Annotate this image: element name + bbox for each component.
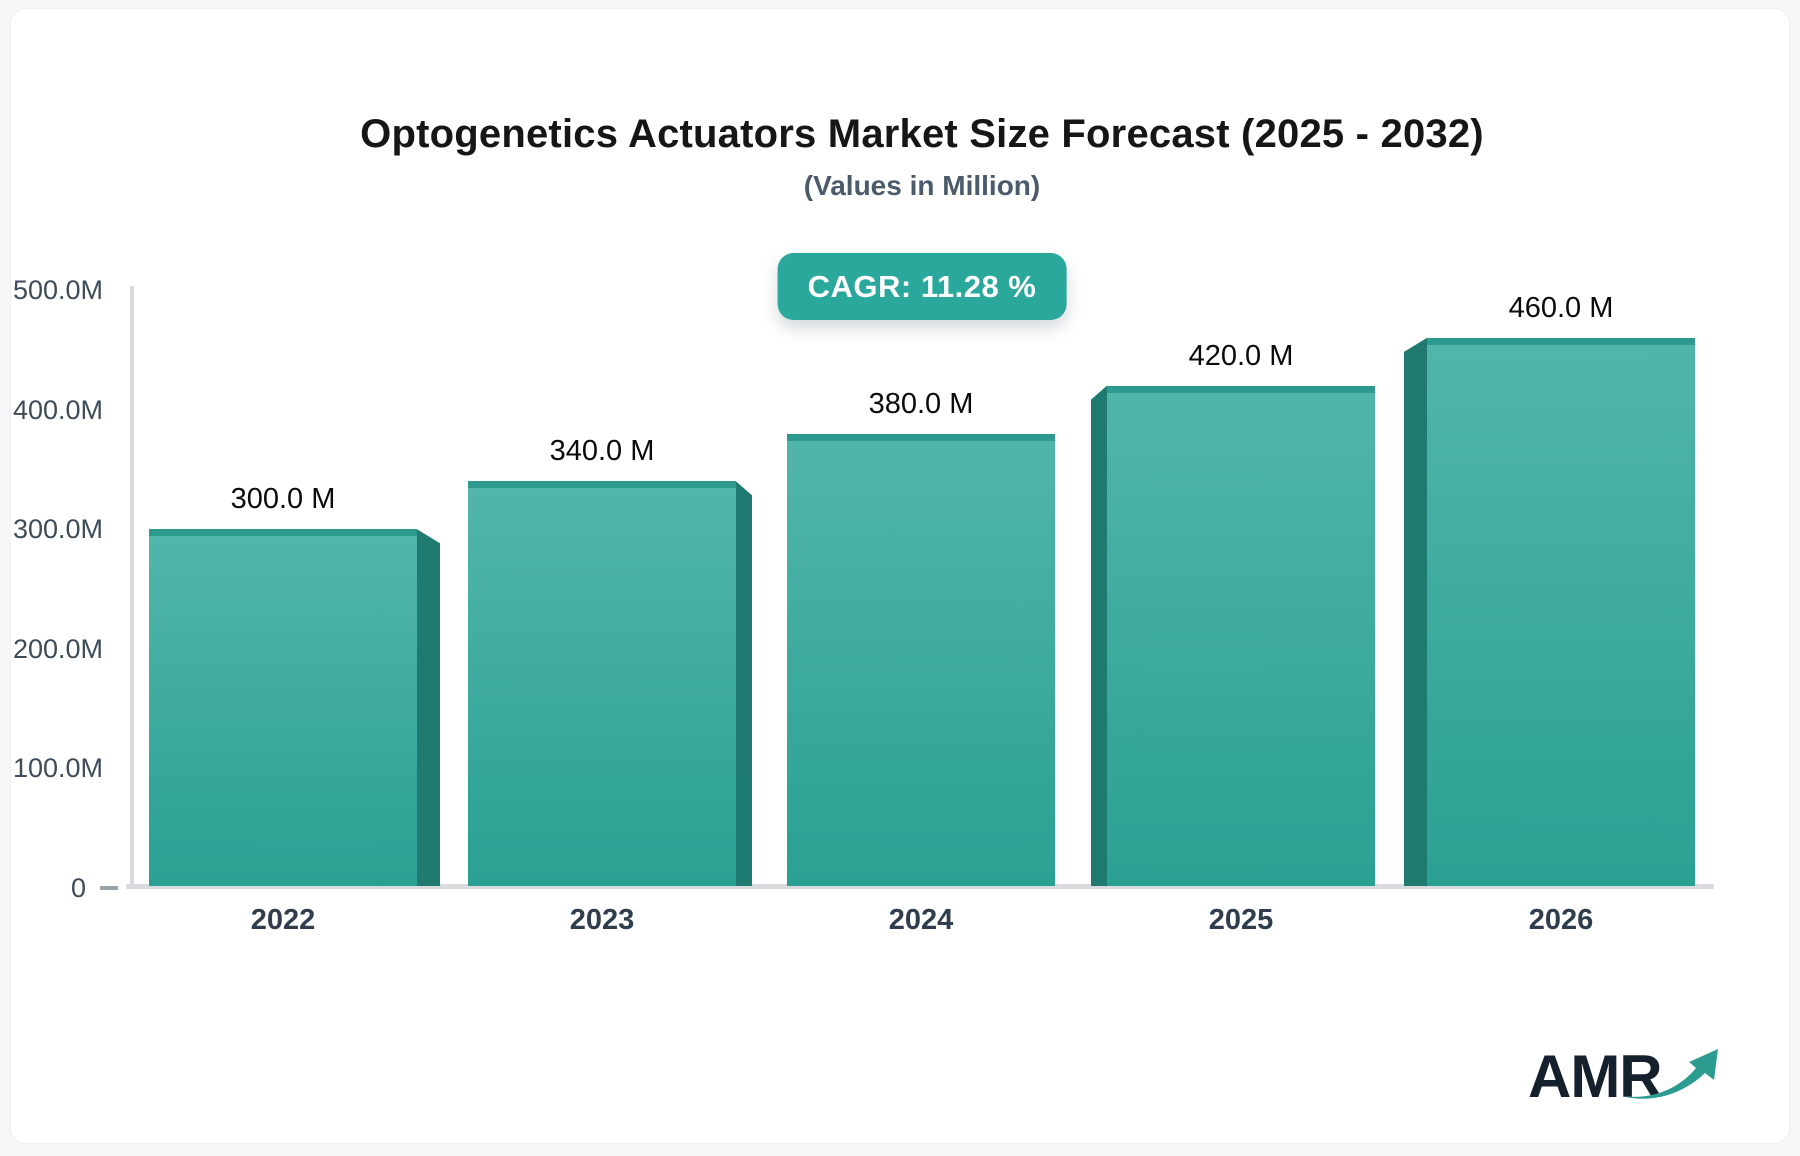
y-tick-label: 0 bbox=[70, 873, 86, 903]
bar-3d-side bbox=[1091, 385, 1107, 886]
x-tick-label: 2025 bbox=[1208, 904, 1274, 936]
bar-2026 bbox=[1427, 337, 1695, 886]
bar-3d-side bbox=[1404, 337, 1427, 886]
bar-2025 bbox=[1107, 385, 1375, 886]
amr-logo: AMR bbox=[1528, 1036, 1718, 1116]
y-tick-label: 100.0M bbox=[12, 753, 103, 784]
x-axis-line bbox=[126, 884, 1714, 889]
y-tick-label: 500.0M bbox=[12, 275, 103, 305]
bar-value-label: 460.0 M bbox=[1508, 291, 1614, 324]
bar-3d-side bbox=[736, 481, 752, 886]
chart-subtitle: (Values in Million) bbox=[803, 170, 1041, 201]
y-axis-line bbox=[130, 286, 134, 889]
x-tick-label: 2022 bbox=[250, 904, 316, 936]
bar-2024 bbox=[787, 433, 1055, 886]
growth-arrow-icon bbox=[1622, 1049, 1718, 1099]
bar-3d-side bbox=[417, 529, 440, 886]
chart-title: Optogenetics Actuators Market Size Forec… bbox=[360, 112, 1484, 156]
cagr-badge: CAGR: 11.28 % bbox=[777, 253, 1067, 320]
bar-value-label: 300.0 M bbox=[230, 483, 336, 516]
bar-value-label: 380.0 M bbox=[868, 387, 974, 420]
x-tick-label: 2023 bbox=[569, 904, 635, 936]
bar-2023 bbox=[468, 481, 736, 886]
x-tick-label: 2026 bbox=[1528, 904, 1594, 936]
x-tick-label: 2024 bbox=[888, 904, 954, 936]
bar-2022 bbox=[149, 529, 417, 886]
y-tick-label: 200.0M bbox=[12, 633, 103, 664]
y-tick-label: 400.0M bbox=[12, 394, 103, 425]
y-tick-label: 300.0M bbox=[12, 514, 103, 545]
bar-value-label: 340.0 M bbox=[549, 435, 655, 468]
y-tick-dash bbox=[100, 886, 118, 890]
logo-text: AMR bbox=[1528, 1043, 1663, 1110]
bar-value-label: 420.0 M bbox=[1188, 339, 1294, 372]
